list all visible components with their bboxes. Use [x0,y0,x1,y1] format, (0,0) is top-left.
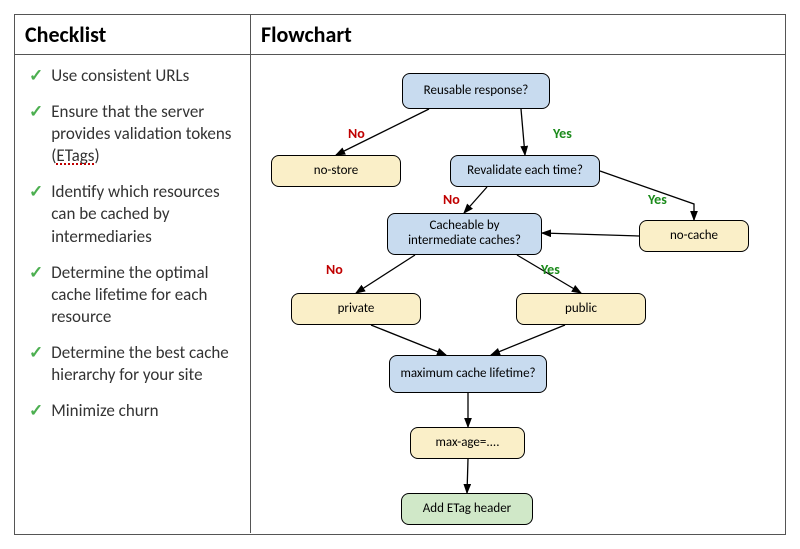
header-row: Checklist Flowchart [15,15,785,55]
checklist-text: Use consistent URLs [51,65,189,87]
checklist-item: ✓ Determine the best cache hierarchy for … [29,342,240,386]
edge-label-yes: Yes [541,261,560,278]
checklist-item: ✓ Use consistent URLs [29,65,240,87]
node-cacheable: Cacheable by intermediate caches? [387,213,542,255]
node-maxage: max-age=.... [410,427,525,459]
edge-label-yes: Yes [553,125,572,142]
etags-word: ETags [56,145,94,166]
node-private: private [291,293,421,325]
checkmark-icon: ✓ [29,262,43,284]
checklist-item: ✓ Minimize churn [29,400,240,422]
checklist-item: ✓ Ensure that the server provides validat… [29,101,240,167]
node-revalidate: Revalidate each time? [450,155,600,187]
edge-label-no: No [326,261,343,278]
checklist-panel: ✓ Use consistent URLs ✓ Ensure that the se… [15,55,251,533]
checkmark-icon: ✓ [29,342,43,364]
checklist-item: ✓ Identify which resources can be cached … [29,181,240,247]
checklist-text: Determine the best cache hierarchy for y… [51,342,240,386]
node-nostore: no-store [271,155,401,187]
edge-label-no: No [348,125,365,142]
checkmark-icon: ✓ [29,65,43,87]
node-etag: Add ETag header [401,493,533,525]
checklist-item: ✓ Determine the optimal cache lifetime fo… [29,262,240,328]
checkmark-icon: ✓ [29,400,43,422]
layout-table: Checklist Flowchart ✓ Use consistent URLs… [14,14,786,535]
checklist-text: Identify which resources can be cached b… [51,181,240,247]
node-nocache: no-cache [639,220,749,252]
checkmark-icon: ✓ [29,181,43,203]
node-maxlife: maximum cache lifetime? [389,355,547,393]
header-flowchart: Flowchart [251,15,785,54]
checklist-text: Ensure that the server provides validati… [51,101,240,167]
checklist-text: Determine the optimal cache lifetime for… [51,262,240,328]
body-row: ✓ Use consistent URLs ✓ Ensure that the se… [15,55,785,533]
node-public: public [516,293,646,325]
checkmark-icon: ✓ [29,101,43,123]
flowchart-panel: Reusable response? no-store Revalidate eac… [251,55,785,533]
header-checklist: Checklist [15,15,251,54]
edge-label-yes: Yes [648,191,667,208]
edge-label-no: No [443,191,460,208]
checklist-text: Minimize churn [51,400,158,422]
node-reusable: Reusable response? [402,73,550,109]
